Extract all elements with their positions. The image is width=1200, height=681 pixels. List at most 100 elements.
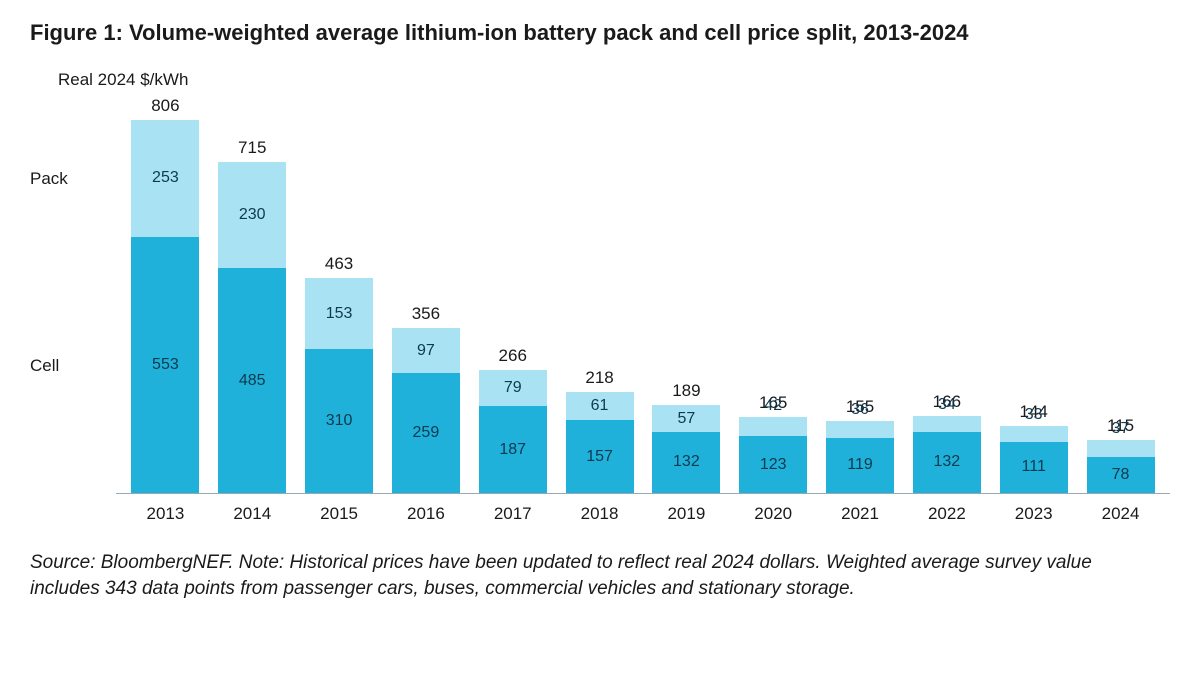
bar-total-label: 165 <box>759 393 787 413</box>
bar-total-label: 144 <box>1020 402 1048 422</box>
bar-segment-cell: 485 <box>218 268 286 493</box>
bar: 97 259 <box>392 328 460 493</box>
x-axis-label: 2014 <box>209 504 296 524</box>
bar-slot: 166 34 132 <box>903 392 990 493</box>
bar-slot: 463 153 310 <box>296 254 383 493</box>
bar-segment-cell: 111 <box>1000 442 1068 493</box>
bar-segment-cell: 132 <box>652 432 720 493</box>
bar-total-label: 806 <box>151 96 179 116</box>
bar-slot: 115 37 78 <box>1077 416 1164 493</box>
legend-cell: Cell <box>30 356 59 376</box>
bar-segment-pack: 42 <box>739 417 807 436</box>
bar: 61 157 <box>566 392 634 493</box>
bar-segment-cell-value: 187 <box>499 441 526 459</box>
bar-segment-pack: 36 <box>826 421 894 438</box>
bar-slot: 189 57 132 <box>643 381 730 493</box>
bar-slot: 155 36 119 <box>817 397 904 493</box>
bar: 33 111 <box>1000 426 1068 493</box>
bar-segment-pack: 34 <box>913 416 981 432</box>
bar-segment-cell-value: 119 <box>847 456 873 474</box>
bar-segment-cell-value: 485 <box>239 372 266 390</box>
x-axis-label: 2017 <box>469 504 556 524</box>
bar-segment-cell-value: 132 <box>673 453 700 471</box>
bar-total-label: 155 <box>846 397 874 417</box>
bar-segment-cell-value: 259 <box>413 424 440 442</box>
x-axis-label: 2016 <box>382 504 469 524</box>
bar-slot: 715 230 485 <box>209 138 296 493</box>
bar: 57 132 <box>652 405 720 493</box>
y-axis-label: Real 2024 $/kWh <box>58 70 1170 90</box>
bar-segment-pack-value: 97 <box>417 342 435 360</box>
x-axis-label: 2015 <box>296 504 383 524</box>
bar-total-label: 218 <box>585 368 613 388</box>
bar-slot: 266 79 187 <box>469 346 556 493</box>
bar-total-label: 715 <box>238 138 266 158</box>
x-axis-label: 2013 <box>122 504 209 524</box>
bar-segment-pack-value: 61 <box>591 397 609 415</box>
bar-slot: 806 253 553 <box>122 96 209 494</box>
bar-total-label: 189 <box>672 381 700 401</box>
bar-segment-cell: 187 <box>479 406 547 493</box>
bar-segment-cell-value: 78 <box>1112 466 1130 484</box>
bar-segment-pack: 61 <box>566 392 634 420</box>
legend-column: Pack Cell <box>30 114 116 494</box>
bar-segment-pack: 37 <box>1087 440 1155 457</box>
bar-segment-cell-value: 553 <box>152 356 179 374</box>
bar-segment-pack-value: 153 <box>326 305 353 323</box>
bar-segment-pack-value: 253 <box>152 169 179 187</box>
bar-segment-pack: 57 <box>652 405 720 431</box>
bar-segment-cell-value: 132 <box>934 453 961 471</box>
bar-slot: 144 33 111 <box>990 402 1077 493</box>
legend-cell-label: Cell <box>30 356 59 376</box>
bar-segment-pack: 79 <box>479 370 547 407</box>
bar-total-label: 356 <box>412 304 440 324</box>
bar-total-label: 115 <box>1107 416 1134 436</box>
bar-segment-cell-value: 111 <box>1022 458 1046 476</box>
bars-area: 8062535537152304854631533103569725926679… <box>116 114 1170 494</box>
bar-segment-pack: 153 <box>305 278 373 349</box>
bar-segment-cell: 119 <box>826 438 894 493</box>
bar: 37 78 <box>1087 440 1155 493</box>
bar-segment-cell: 123 <box>739 436 807 493</box>
bar-slot: 218 61 157 <box>556 368 643 493</box>
bar-segment-cell: 553 <box>131 237 199 493</box>
chart-area: Pack Cell 806253553715230485463153310356… <box>30 114 1170 524</box>
bar-segment-pack: 97 <box>392 328 460 373</box>
bar-segment-pack-value: 79 <box>504 379 522 397</box>
bar-segment-cell: 132 <box>913 432 981 493</box>
bar-segment-pack: 33 <box>1000 426 1068 441</box>
bar-slot: 356 97 259 <box>382 304 469 493</box>
bar: 230 485 <box>218 162 286 493</box>
bar-segment-cell-value: 157 <box>586 448 613 466</box>
bar-segment-pack-value: 57 <box>677 410 695 428</box>
legend-pack: Pack <box>30 169 68 189</box>
bar-segment-cell-value: 123 <box>760 456 787 474</box>
figure-title: Figure 1: Volume-weighted average lithiu… <box>30 20 1170 46</box>
legend-pack-label: Pack <box>30 169 68 189</box>
x-axis-label: 2019 <box>643 504 730 524</box>
bar-segment-cell: 157 <box>566 420 634 493</box>
bar: 253 553 <box>131 120 199 494</box>
plot-column: 8062535537152304854631533103569725926679… <box>116 114 1170 524</box>
bar-slot: 165 42 123 <box>730 393 817 493</box>
bar: 42 123 <box>739 417 807 493</box>
bar-segment-pack: 253 <box>131 120 199 237</box>
x-axis-label: 2020 <box>730 504 817 524</box>
bar-total-label: 266 <box>499 346 527 366</box>
bar-segment-cell: 310 <box>305 349 373 493</box>
x-axis-label: 2024 <box>1077 504 1164 524</box>
source-note: Source: BloombergNEF. Note: Historical p… <box>30 550 1160 601</box>
bar-total-label: 166 <box>933 392 961 412</box>
x-axis-label: 2023 <box>990 504 1077 524</box>
bar-segment-pack-value: 230 <box>239 206 266 224</box>
bar-segment-cell: 78 <box>1087 457 1155 493</box>
x-axis-labels: 2013201420152016201720182019202020212022… <box>116 494 1170 524</box>
x-axis-label: 2018 <box>556 504 643 524</box>
bar-segment-cell-value: 310 <box>326 412 353 430</box>
x-axis-label: 2021 <box>817 504 904 524</box>
bar-segment-cell: 259 <box>392 373 460 493</box>
bar-total-label: 463 <box>325 254 353 274</box>
bar: 36 119 <box>826 421 894 493</box>
bar: 34 132 <box>913 416 981 493</box>
bar: 153 310 <box>305 278 373 493</box>
